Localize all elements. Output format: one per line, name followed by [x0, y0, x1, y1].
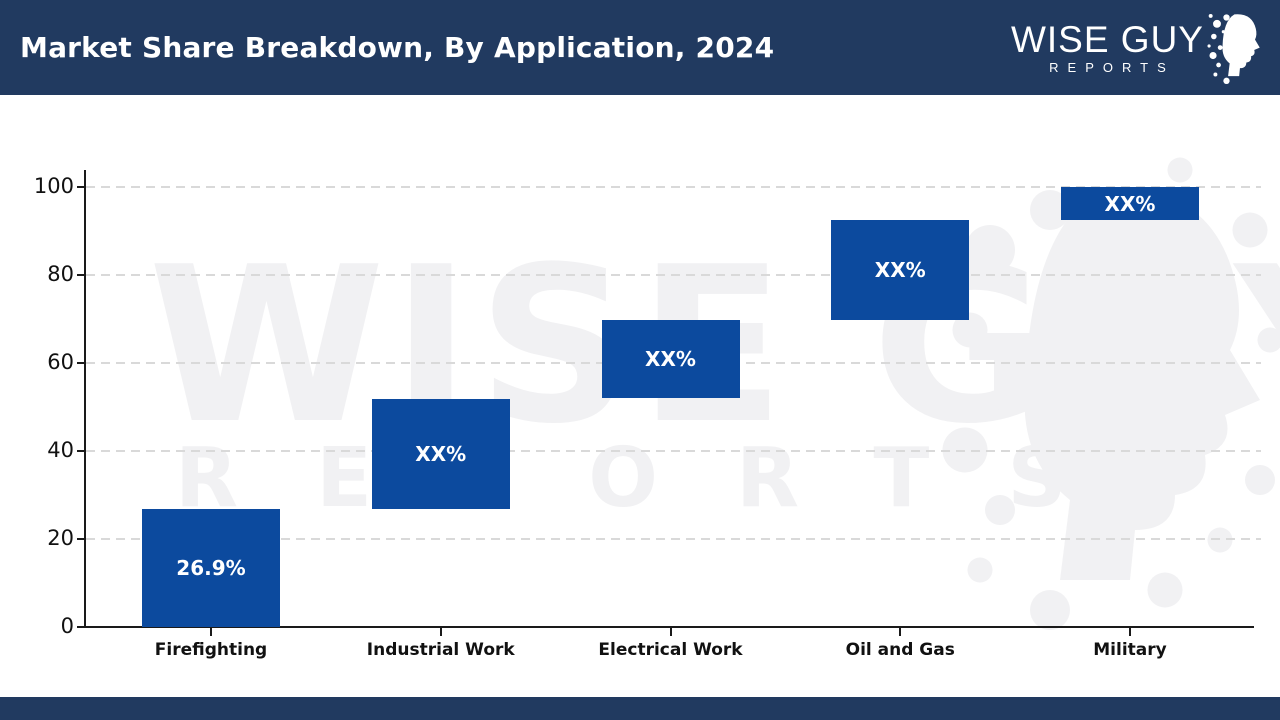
gridline-y100 — [86, 186, 1261, 188]
brand-logo-text: WISE GUY REPORTS — [1010, 18, 1204, 76]
brand-face-icon — [1206, 8, 1266, 88]
y-tick-mark — [77, 186, 85, 188]
brand-name: WISE GUY — [1010, 18, 1204, 60]
y-tick-label: 80 — [47, 262, 74, 286]
x-axis-line — [84, 626, 1254, 628]
header-bar: Market Share Breakdown, By Application, … — [0, 0, 1280, 95]
x-tick-mark — [669, 628, 672, 636]
y-tick-label: 20 — [47, 526, 74, 550]
y-tick-mark — [77, 538, 85, 540]
gridline-y80 — [86, 274, 1261, 276]
x-tick-label: Military — [1093, 640, 1167, 660]
y-tick-label: 0 — [60, 614, 74, 638]
gridline-y40 — [86, 450, 1261, 452]
y-tick-label: 100 — [33, 174, 74, 198]
bar-value-label: 26.9% — [176, 555, 246, 580]
bar-value-label: XX% — [415, 441, 467, 466]
x-tick-label: Firefighting — [154, 640, 268, 660]
y-tick-mark — [77, 626, 85, 628]
x-tick-mark — [1129, 628, 1131, 636]
x-tick-label: Electrical Work — [598, 640, 743, 660]
y-tick-label: 40 — [47, 438, 74, 462]
bar-oil-and-gas: XX% — [831, 220, 970, 320]
footer-bar — [0, 697, 1280, 720]
bar-value-label: XX% — [1104, 191, 1156, 216]
page-title: Market Share Breakdown, By Application, … — [20, 31, 775, 64]
y-tick-mark — [77, 362, 85, 364]
gridline-y20 — [86, 538, 1261, 540]
x-tick-label: Oil and Gas — [845, 640, 955, 660]
x-tick-mark — [899, 628, 902, 636]
y-tick-label: 60 — [47, 350, 74, 374]
bar-industrial-work: XX% — [371, 399, 510, 509]
brand-subname: REPORTS — [1049, 60, 1175, 76]
brand-logo: WISE GUY REPORTS — [1011, 8, 1266, 88]
bar-value-label: XX% — [874, 257, 926, 282]
bar-military: XX% — [1061, 187, 1199, 220]
x-tick-label: Industrial Work — [366, 640, 515, 660]
y-axis-line — [84, 170, 86, 628]
y-tick-mark — [77, 274, 85, 276]
x-tick-mark — [210, 628, 212, 636]
x-tick-mark — [439, 628, 442, 636]
y-tick-mark — [77, 450, 85, 452]
bar-firefighting: 26.9% — [142, 508, 280, 627]
bar-electrical-work: XX% — [601, 319, 740, 399]
bar-value-label: XX% — [645, 347, 696, 372]
